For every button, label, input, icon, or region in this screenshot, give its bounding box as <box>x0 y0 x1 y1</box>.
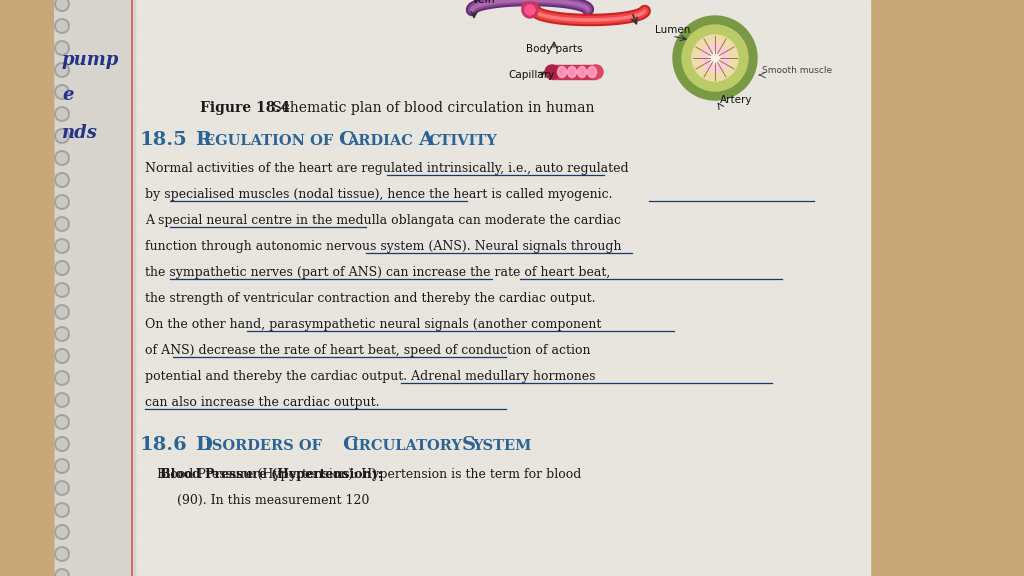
Circle shape <box>55 41 69 55</box>
Text: YSTEM: YSTEM <box>472 439 531 453</box>
Text: CTIVITY: CTIVITY <box>428 134 497 148</box>
Circle shape <box>55 547 69 561</box>
Polygon shape <box>55 0 870 576</box>
Text: pump: pump <box>62 51 120 69</box>
Text: Vein: Vein <box>472 0 496 5</box>
Text: Body parts: Body parts <box>525 44 583 54</box>
Text: can also increase the cardiac output.: can also increase the cardiac output. <box>145 396 380 409</box>
Circle shape <box>55 305 69 319</box>
Circle shape <box>55 371 69 385</box>
Circle shape <box>673 16 757 100</box>
Text: Capillary: Capillary <box>508 70 554 80</box>
Circle shape <box>682 25 748 91</box>
Text: A: A <box>418 131 433 149</box>
Circle shape <box>709 52 721 64</box>
Circle shape <box>55 63 69 77</box>
Circle shape <box>55 0 69 11</box>
Ellipse shape <box>578 66 587 78</box>
Text: function through autonomic nervous system (ANS). Neural signals through: function through autonomic nervous syste… <box>145 240 622 253</box>
Circle shape <box>55 195 69 209</box>
Ellipse shape <box>557 66 566 78</box>
Circle shape <box>55 19 69 33</box>
Text: the strength of ventricular contraction and thereby the cardiac output.: the strength of ventricular contraction … <box>145 292 596 305</box>
Circle shape <box>55 107 69 121</box>
Circle shape <box>55 129 69 143</box>
Text: EGULATION OF: EGULATION OF <box>204 134 338 148</box>
Circle shape <box>528 2 538 12</box>
Ellipse shape <box>588 66 597 78</box>
Ellipse shape <box>545 65 559 79</box>
Text: S: S <box>462 436 476 454</box>
Text: potential and thereby the cardiac output. Adrenal medullary hormones: potential and thereby the cardiac output… <box>145 370 596 383</box>
Circle shape <box>55 327 69 341</box>
Text: C: C <box>342 436 357 454</box>
Circle shape <box>701 44 729 72</box>
Ellipse shape <box>560 69 564 75</box>
Text: Normal activities of the heart are regulated intrinsically, i.e., auto regulated: Normal activities of the heart are regul… <box>145 162 629 175</box>
Circle shape <box>55 481 69 495</box>
Circle shape <box>55 283 69 297</box>
Text: On the other hand, parasympathetic neural signals (another component: On the other hand, parasympathetic neura… <box>145 318 601 331</box>
Ellipse shape <box>570 69 574 75</box>
Bar <box>552 65 596 79</box>
Ellipse shape <box>580 69 584 75</box>
Circle shape <box>55 349 69 363</box>
Circle shape <box>55 239 69 253</box>
Circle shape <box>692 35 738 81</box>
Text: nds: nds <box>62 124 98 142</box>
Ellipse shape <box>589 65 603 79</box>
Text: (90). In this measurement 120: (90). In this measurement 120 <box>145 494 370 507</box>
Text: ISORDERS OF: ISORDERS OF <box>205 439 327 453</box>
Circle shape <box>55 569 69 576</box>
Text: R: R <box>195 131 211 149</box>
Circle shape <box>522 2 532 12</box>
Text: IRCULATORY: IRCULATORY <box>352 439 467 453</box>
Circle shape <box>55 151 69 165</box>
Text: 18.6: 18.6 <box>140 436 187 454</box>
Text: A special neural centre in the medulla oblangata can moderate the cardiac: A special neural centre in the medulla o… <box>145 214 621 227</box>
Text: ARDIAC: ARDIAC <box>347 134 418 148</box>
Text: e: e <box>62 86 74 104</box>
Circle shape <box>55 85 69 99</box>
Text: by specialised muscles (nodal tissue), hence the heart is called myogenic.: by specialised muscles (nodal tissue), h… <box>145 188 612 201</box>
Text: Lumen: Lumen <box>655 25 690 35</box>
Text: D: D <box>195 436 212 454</box>
Polygon shape <box>55 0 870 576</box>
Text: Smooth muscle: Smooth muscle <box>762 66 833 75</box>
Circle shape <box>55 459 69 473</box>
Text: Blood Pressure (Hypertension):: Blood Pressure (Hypertension): <box>160 468 382 481</box>
Ellipse shape <box>590 69 594 75</box>
Circle shape <box>55 503 69 517</box>
Text: C: C <box>338 131 353 149</box>
Circle shape <box>525 5 535 15</box>
Circle shape <box>55 261 69 275</box>
Circle shape <box>522 2 538 18</box>
Text: Figure 18.4: Figure 18.4 <box>200 101 290 115</box>
Circle shape <box>55 217 69 231</box>
Bar <box>55 0 135 576</box>
Text: the sympathetic nerves (part of ANS) can increase the rate of heart beat,: the sympathetic nerves (part of ANS) can… <box>145 266 610 279</box>
Text: of ANS) decrease the rate of heart beat, speed of conduction of action: of ANS) decrease the rate of heart beat,… <box>145 344 591 357</box>
Ellipse shape <box>567 66 577 78</box>
Text: Artery: Artery <box>720 95 753 105</box>
Circle shape <box>55 437 69 451</box>
Circle shape <box>55 173 69 187</box>
Circle shape <box>55 393 69 407</box>
Circle shape <box>55 415 69 429</box>
Circle shape <box>55 525 69 539</box>
Text: Schematic plan of blood circulation in human: Schematic plan of blood circulation in h… <box>268 101 595 115</box>
Text: 18.5: 18.5 <box>140 131 187 149</box>
Text: Blood Pressure (Hypertension): Hypertension is the term for blood: Blood Pressure (Hypertension): Hypertens… <box>145 468 582 481</box>
